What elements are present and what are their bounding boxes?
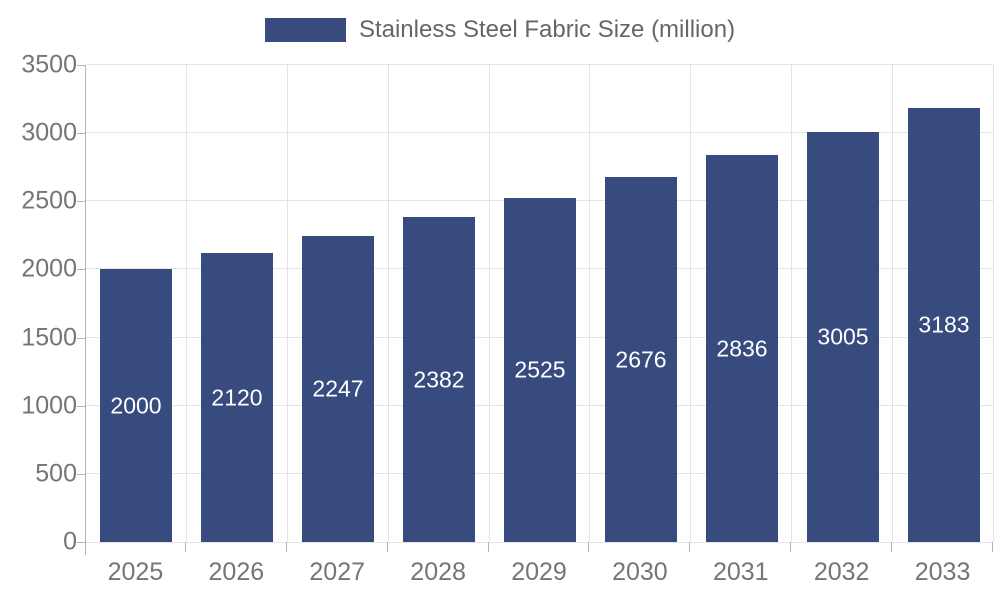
y-tick-mark (77, 133, 85, 135)
x-tick-label: 2029 (511, 558, 567, 586)
legend-swatch (264, 18, 346, 42)
v-gridline (489, 65, 490, 542)
y-tick-label: 1500 (21, 323, 77, 352)
y-tick-label: 2000 (21, 254, 77, 283)
x-tick-label: 2031 (712, 558, 769, 586)
y-tick-label: 1000 (21, 391, 77, 420)
y-tick-mark (77, 65, 85, 66)
y-tick-mark (77, 542, 85, 543)
bar[interactable]: 3005 (807, 132, 879, 542)
x-tick-mark (488, 542, 489, 552)
h-gridline (86, 64, 993, 65)
x-tick-label: 2033 (914, 558, 971, 586)
bar[interactable]: 2525 (504, 198, 576, 542)
bar-value-label: 2382 (413, 366, 465, 392)
legend-label: Stainless Steel Fabric Size (million) (358, 16, 736, 43)
x-tick-mark (286, 542, 287, 552)
x-tick-mark (992, 542, 993, 552)
bar-value-label: 2247 (312, 375, 364, 402)
y-tick-mark (77, 473, 85, 475)
y-tick-mark (77, 269, 85, 271)
bar-value-label: 3005 (817, 323, 869, 350)
x-tick-mark (689, 542, 690, 552)
v-gridline (690, 65, 691, 542)
bar-value-label: 3183 (918, 311, 970, 338)
h-gridline (86, 542, 993, 543)
x-tick-mark (790, 542, 791, 552)
y-tick-label: 3500 (21, 50, 77, 79)
x-tick-mark (387, 542, 388, 552)
y-axis-line-extension (85, 542, 86, 555)
bar[interactable]: 2247 (302, 236, 374, 542)
v-gridline (589, 65, 590, 542)
x-tick-label: 2028 (410, 558, 466, 586)
v-gridline (791, 65, 792, 542)
v-gridline (993, 65, 994, 542)
bar[interactable]: 3183 (908, 108, 980, 542)
bar-value-label: 2836 (716, 335, 768, 361)
x-tick-label: 2030 (612, 558, 668, 586)
bar-value-label: 2676 (615, 346, 667, 372)
x-tick-mark (891, 542, 892, 552)
y-tick-mark (77, 337, 85, 339)
y-tick-label: 500 (35, 459, 77, 488)
v-gridline (388, 65, 389, 542)
bar[interactable]: 2676 (605, 177, 677, 542)
bar-value-label: 2000 (110, 392, 162, 418)
legend-item[interactable]: Stainless Steel Fabric Size (million) (0, 18, 1000, 42)
x-tick-mark (588, 542, 589, 552)
y-tick-mark (77, 201, 85, 203)
y-tick-mark (77, 405, 85, 407)
v-gridline (892, 65, 893, 542)
y-tick-label: 0 (63, 527, 77, 556)
bar[interactable]: 2836 (706, 155, 778, 542)
v-gridline (287, 65, 288, 542)
bar[interactable]: 2000 (100, 269, 172, 542)
v-gridline (186, 65, 187, 542)
plot-area: 2000 2120 2247 2382 2525 2676 2836 3005 3183 (85, 64, 994, 543)
x-tick-mark (185, 542, 186, 552)
y-tick-label: 3000 (21, 118, 77, 147)
x-tick-label: 2032 (813, 558, 870, 586)
y-tick-label: 2500 (21, 186, 77, 215)
bar[interactable]: 2382 (403, 217, 475, 542)
x-tick-label: 2026 (208, 558, 265, 586)
bar-value-label: 2525 (514, 356, 566, 383)
bar-value-label: 2120 (211, 384, 263, 410)
bar[interactable]: 2120 (201, 253, 273, 542)
x-tick-label: 2027 (309, 558, 366, 586)
x-tick-label: 2025 (107, 558, 164, 586)
h-gridline (86, 132, 993, 134)
